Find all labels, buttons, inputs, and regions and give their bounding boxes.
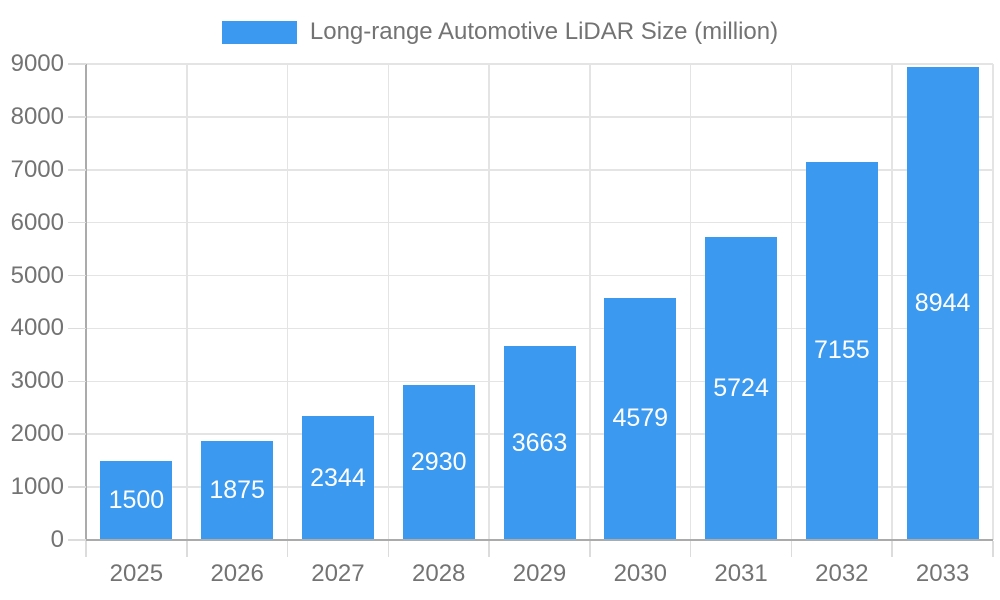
y-tick-label: 3000 (10, 367, 64, 395)
bar-value-label: 3663 (511, 428, 568, 457)
y-axis-line (85, 64, 87, 540)
y-tick (68, 116, 86, 118)
y-tick-label: 0 (50, 526, 64, 553)
y-tick (68, 327, 86, 330)
v-gridline (488, 64, 490, 540)
v-gridline (186, 64, 188, 540)
x-tick-label: 2027 (311, 560, 365, 587)
y-tick-label: 1000 (10, 473, 64, 501)
legend-label: Long-range Automotive LiDAR Size (millio… (309, 18, 779, 45)
bar[interactable]: 2930 (402, 385, 475, 540)
x-tick-label: 2030 (613, 560, 667, 587)
y-tick (68, 63, 86, 65)
bar[interactable]: 7155 (805, 161, 878, 540)
y-tick-label: 8000 (10, 102, 64, 130)
x-tick (85, 541, 87, 557)
x-tick (488, 541, 490, 557)
x-tick-label: 2028 (412, 560, 466, 587)
x-axis-line (68, 539, 993, 541)
v-gridline (387, 64, 390, 540)
h-gridline (86, 327, 993, 330)
legend-swatch (221, 20, 297, 44)
h-gridline (86, 274, 993, 277)
v-gridline (992, 64, 994, 540)
x-tick-label: 2029 (512, 560, 567, 587)
x-tick (891, 541, 893, 557)
h-gridline (86, 221, 993, 224)
x-tick-label: 2026 (210, 560, 264, 587)
y-tick-label: 7000 (10, 155, 64, 183)
bar-value-label: 5724 (713, 374, 769, 403)
v-gridline (286, 64, 289, 540)
bar[interactable]: 1500 (100, 460, 173, 540)
bar[interactable]: 1875 (201, 440, 274, 540)
y-tick (68, 221, 86, 224)
y-tick (68, 169, 86, 171)
bar-value-label: 7155 (814, 336, 870, 365)
x-tick-label: 2025 (109, 560, 164, 587)
bar[interactable]: 4579 (604, 297, 677, 540)
legend-item[interactable]: Long-range Automotive LiDAR Size (millio… (0, 10, 1000, 54)
y-tick (68, 486, 86, 488)
y-tick (68, 380, 86, 383)
y-tick (68, 274, 86, 277)
x-tick-label: 2031 (714, 560, 768, 587)
y-tick-label: 9000 (10, 50, 64, 77)
y-tick-label: 2000 (10, 420, 64, 448)
bar-value-label: 2344 (310, 463, 366, 492)
y-tick-label: 6000 (10, 208, 64, 236)
y-tick-label: 4000 (10, 314, 64, 342)
v-gridline (790, 64, 793, 540)
x-tick-label: 2033 (915, 560, 970, 587)
x-tick (186, 541, 188, 557)
y-tick (68, 539, 86, 541)
bar[interactable]: 3663 (503, 346, 576, 540)
bar-value-label: 2930 (410, 448, 467, 477)
h-gridline (86, 169, 993, 171)
v-gridline (589, 64, 591, 540)
h-gridline (86, 116, 993, 118)
bar-value-label: 8944 (914, 288, 971, 317)
x-tick (286, 541, 289, 557)
x-tick (790, 541, 793, 557)
x-tick (387, 541, 390, 557)
bar[interactable]: 5724 (705, 237, 778, 540)
y-tick-label: 5000 (10, 261, 64, 289)
plot-area: 1500 1875 2344 2930 3663 4579 5724 7155 8944 (86, 63, 994, 540)
x-tick (689, 541, 692, 557)
v-gridline (891, 64, 893, 540)
bar[interactable]: 2344 (301, 416, 374, 540)
bar[interactable]: 8944 (906, 66, 979, 540)
x-tick (589, 541, 591, 557)
bar-value-label: 4579 (612, 404, 669, 433)
v-gridline (689, 64, 692, 540)
y-tick (68, 433, 86, 435)
h-gridline (86, 63, 993, 65)
x-tick-label: 2032 (815, 560, 869, 587)
x-tick (992, 541, 994, 557)
bar-value-label: 1875 (209, 475, 265, 504)
bar-value-label: 1500 (108, 485, 165, 514)
